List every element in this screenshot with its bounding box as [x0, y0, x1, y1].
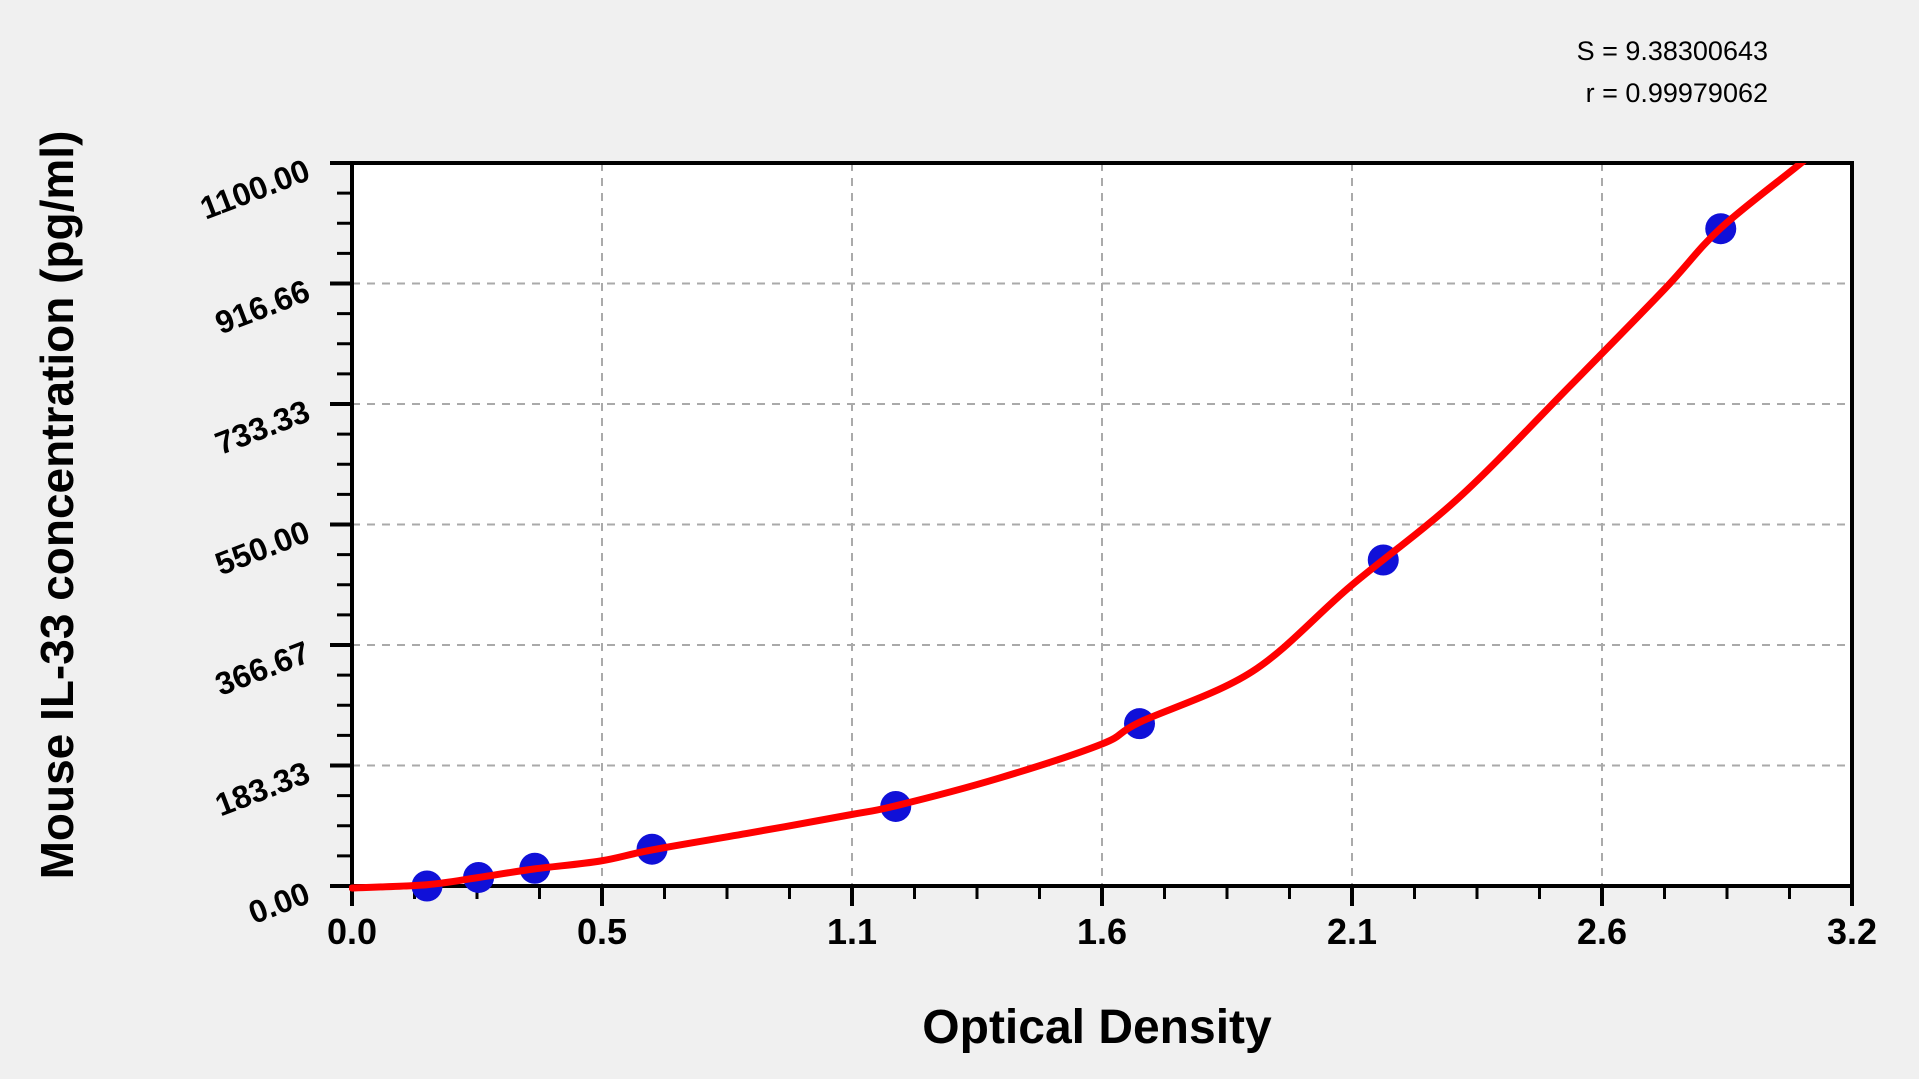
y-tick-label: 183.33 [210, 754, 314, 823]
fit-statistics: S = 9.38300643 r = 0.99979062 [1577, 30, 1768, 114]
plot-frame [350, 161, 1854, 888]
fit-stat-s: S = 9.38300643 [1576, 36, 1768, 66]
x-tick-label: 1.1 [827, 911, 877, 952]
y-tick-label: 916.66 [210, 272, 314, 341]
x-tick-label: 2.6 [1577, 911, 1627, 952]
y-axis-title: Mouse IL-33 concentration (pg/ml) [31, 130, 83, 880]
x-tick-label: 0.0 [327, 911, 377, 952]
x-axis-title: Optical Density [922, 1001, 1272, 1054]
x-tick-label: 1.6 [1077, 911, 1127, 952]
fit-stat-r: r = 0.99979062 [1585, 78, 1768, 108]
x-tick-label: 3.2 [1827, 911, 1877, 952]
y-tick-label: 1100.00 [195, 152, 314, 226]
fitted-curve [349, 163, 1807, 892]
y-tick-label: 550.00 [210, 513, 314, 582]
y-tick-label: 366.67 [210, 634, 314, 703]
y-tick-label: 0.00 [243, 875, 314, 931]
x-tick-label: 2.1 [1327, 911, 1377, 952]
y-tick-label: 733.33 [210, 393, 314, 462]
x-tick-label: 0.5 [577, 911, 627, 952]
